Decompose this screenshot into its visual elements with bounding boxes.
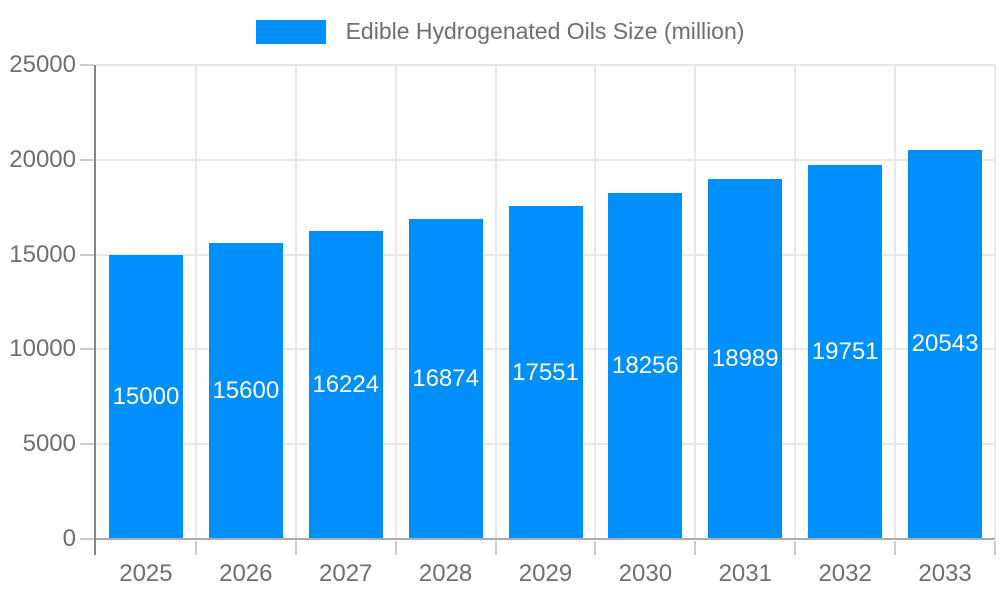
x-axis-tick — [294, 541, 297, 555]
gridline-vertical — [194, 65, 197, 539]
gridline-horizontal — [96, 158, 995, 161]
gridline-vertical — [794, 65, 797, 539]
y-axis-tick — [80, 443, 94, 446]
x-axis-label: 2033 — [918, 560, 972, 587]
bar-value-label: 19751 — [811, 337, 879, 365]
bar-value-label: 16874 — [412, 365, 479, 393]
y-axis-label: 5000 — [22, 430, 76, 458]
legend-swatch — [255, 19, 326, 44]
bar-value-label: 15000 — [112, 382, 180, 410]
y-axis-label: 15000 — [9, 240, 76, 268]
y-axis-label: 25000 — [9, 51, 76, 78]
plot-area: 0 5000 10000 15000 20000 25000 15000 2025 15600 2… — [9, 51, 996, 587]
gridline-vertical — [594, 65, 597, 539]
bar-2032[interactable]: 19751 — [808, 164, 883, 539]
x-axis-line — [96, 538, 995, 540]
bar-value-label: 17551 — [512, 358, 579, 386]
gridline-vertical — [394, 65, 397, 539]
bar-value-label: 18989 — [711, 344, 779, 372]
x-axis-label: 2031 — [718, 560, 772, 587]
y-axis-line — [94, 65, 96, 555]
bar-2025[interactable]: 15000 — [108, 254, 183, 539]
x-axis-tick — [494, 541, 497, 555]
bar-2031[interactable]: 18989 — [708, 178, 783, 539]
legend-label: Edible Hydrogenated Oils Size (million) — [345, 18, 745, 44]
bar-2029[interactable]: 17551 — [508, 206, 583, 539]
bar-2027[interactable]: 16224 — [308, 231, 383, 539]
bar-value-label: 20543 — [911, 330, 979, 358]
gridline-vertical — [894, 65, 897, 539]
x-axis-label: 2029 — [518, 560, 573, 587]
y-axis-tick — [80, 158, 94, 161]
x-axis-tick — [594, 541, 597, 555]
gridline-horizontal — [96, 64, 995, 66]
bar-2026[interactable]: 15600 — [208, 243, 283, 539]
x-axis-label: 2026 — [219, 560, 273, 587]
y-axis-tick — [80, 348, 94, 351]
bar-2033[interactable]: 20543 — [908, 149, 983, 539]
y-axis-label: 0 — [62, 525, 76, 552]
x-axis-tick — [894, 541, 897, 555]
y-axis-tick — [80, 538, 94, 540]
y-axis-label: 20000 — [9, 145, 76, 173]
x-axis-label: 2030 — [618, 560, 673, 587]
y-axis-tick — [80, 64, 94, 66]
gridline-vertical — [994, 65, 996, 539]
x-axis-label: 2028 — [418, 560, 473, 587]
bar-value-label: 15600 — [212, 377, 280, 405]
x-axis-label: 2027 — [319, 560, 373, 587]
x-axis-tick — [994, 541, 996, 555]
gridline-vertical — [294, 65, 297, 539]
x-axis-tick — [194, 541, 197, 555]
x-axis-tick — [394, 541, 397, 555]
x-axis-label: 2025 — [119, 560, 173, 587]
x-axis-tick — [794, 541, 797, 555]
bar-2028[interactable]: 16874 — [408, 219, 483, 539]
gridline-vertical — [694, 65, 697, 539]
legend[interactable]: Edible Hydrogenated Oils Size (million) — [0, 18, 1000, 45]
gridline-vertical — [494, 65, 497, 539]
bar-value-label: 16224 — [312, 371, 380, 399]
bar-value-label: 18256 — [612, 351, 679, 379]
bar-2030[interactable]: 18256 — [608, 192, 683, 539]
y-axis-label: 10000 — [9, 335, 76, 363]
y-axis-tick — [80, 253, 94, 256]
x-axis-tick — [694, 541, 697, 555]
x-axis-label: 2032 — [818, 560, 872, 587]
